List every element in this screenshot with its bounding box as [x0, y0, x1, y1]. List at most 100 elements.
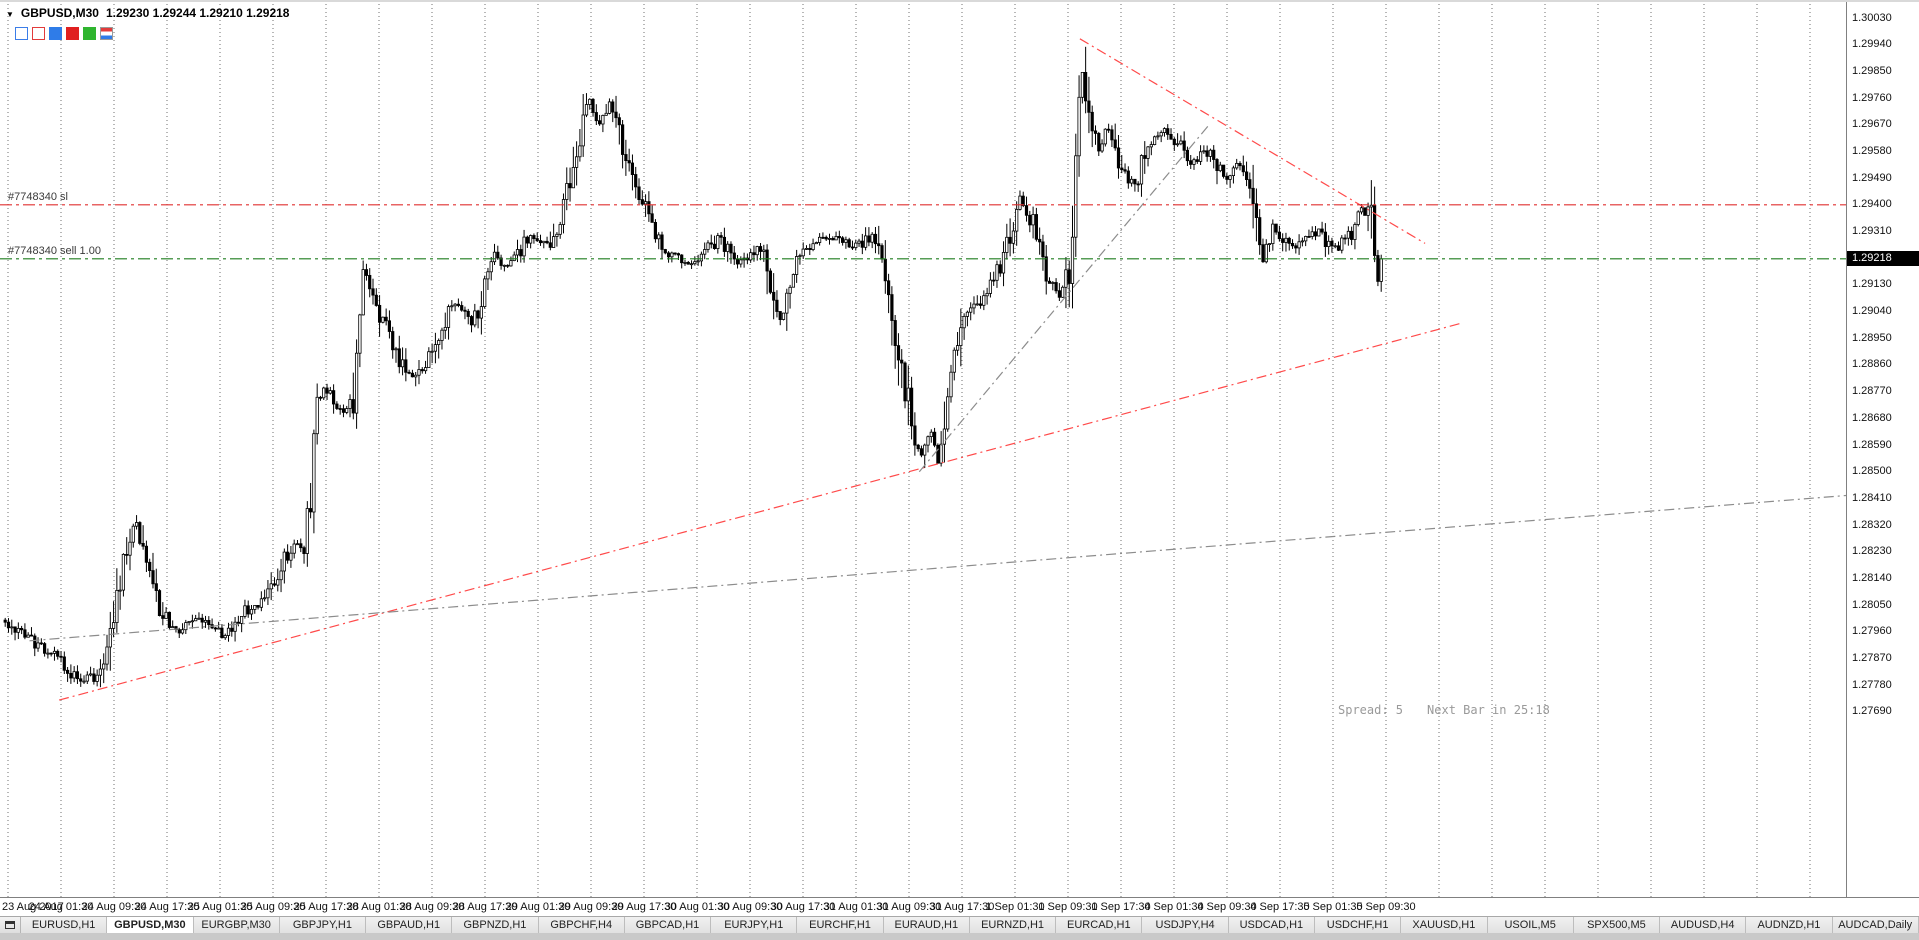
candles [3, 46, 1383, 688]
price-axis-label: 1.27960 [1852, 625, 1892, 638]
time-axis-label: 1 Sep 09:30 [1038, 901, 1098, 913]
chart-tab-euraud-h1[interactable]: EURAUD,H1 [883, 917, 970, 933]
price-axis-label: 1.28590 [1852, 438, 1892, 451]
time-axis-label: 1 Sep 01:30 [985, 901, 1045, 913]
chart-tab-usdjpy-h4[interactable]: USDJPY,H4 [1142, 917, 1229, 933]
time-axis-label: 25 Aug 09:30 [240, 901, 306, 913]
chart-tab-eurgbp-m30[interactable]: EURGBP,M30 [193, 917, 280, 933]
price-axis-label: 1.29850 [1852, 64, 1892, 77]
object-blue-icon[interactable] [49, 27, 62, 40]
candlestick-chart [0, 0, 1846, 897]
chart-tab-gbpcad-h1[interactable]: GBPCAD,H1 [624, 917, 712, 933]
time-axis-label: 28 Aug 01:30 [346, 901, 412, 913]
chart-tab-usoil-m5[interactable]: USOIL,M5 [1487, 917, 1574, 933]
order-line-label: #7748340 sell 1.00 [8, 244, 101, 257]
chart-tab-audnzd-h1[interactable]: AUDNZD,H1 [1746, 917, 1833, 933]
price-axis-label: 1.29580 [1852, 144, 1892, 157]
price-axis-label: 1.30030 [1852, 11, 1892, 24]
time-axis-label: 29 Aug 01:30 [505, 901, 571, 913]
trendline[interactable] [918, 124, 1210, 473]
object-white-red-icon[interactable] [32, 27, 45, 40]
price-axis-label: 1.28860 [1852, 358, 1892, 371]
window-bottom-edge [0, 933, 1919, 940]
chart-tab-audcad-daily[interactable]: AUDCAD,Daily [1832, 917, 1919, 933]
time-axis-label: 31 Aug 17:30 [929, 901, 995, 913]
time-axis-label: 31 Aug 09:30 [876, 901, 942, 913]
chart-tab-usdchf-h1[interactable]: USDCHF,H1 [1314, 917, 1402, 933]
current-price-badge: 1.29218 [1847, 251, 1919, 267]
chart-tab-gbpusd-m30[interactable]: GBPUSD,M30 [107, 917, 194, 933]
time-axis-label: 24 Aug 09:30 [81, 901, 147, 913]
time-axis-label: 25 Aug 01:30 [187, 901, 253, 913]
time-axis-label: 30 Aug 01:30 [664, 901, 730, 913]
time-axis-label: 24 Aug 01:30 [28, 901, 94, 913]
object-white-blue-icon[interactable] [15, 27, 28, 40]
price-axis-label: 1.28950 [1852, 331, 1892, 344]
chart-tab-usdcad-h1[interactable]: USDCAD,H1 [1228, 917, 1315, 933]
chart-symbol-label: GBPUSD,M30 [20, 6, 99, 20]
time-axis-label: 29 Aug 17:30 [611, 901, 677, 913]
price-axis-label: 1.27690 [1852, 705, 1892, 718]
time-axis-label: 30 Aug 09:30 [717, 901, 783, 913]
chart-tab-eurjpy-h1[interactable]: EURJPY,H1 [711, 917, 798, 933]
chart-tab-gbpchf-h4[interactable]: GBPCHF,H4 [538, 917, 625, 933]
price-axis-label: 1.29310 [1852, 225, 1892, 238]
price-axis-label: 1.28050 [1852, 598, 1892, 611]
next-bar-label: Next Bar in 25:18 [1427, 703, 1550, 717]
time-axis-label: 24 Aug 17:30 [134, 901, 200, 913]
window-top-edge [0, 0, 1919, 2]
chart-title: ▼ GBPUSD,M30 1.29230 1.29244 1.29210 1.2… [6, 6, 289, 20]
price-axis-label: 1.28680 [1852, 411, 1892, 424]
chart-menu-icon[interactable]: ▼ [6, 9, 14, 19]
time-axis-label: 4 Sep 09:30 [1197, 901, 1257, 913]
price-axis-label: 1.27780 [1852, 678, 1892, 691]
price-axis[interactable]: 1.30030 1.29940 1.29850 1.29760 1.29670 1.295… [1846, 0, 1919, 897]
spread-countdown: Spread: 5 Next Bar in 25:18 [1338, 703, 1550, 717]
price-axis-label: 1.29040 [1852, 305, 1892, 318]
price-axis-label: 1.27870 [1852, 652, 1892, 665]
chart-ohlc-values: 1.29230 1.29244 1.29210 1.29218 [105, 6, 290, 20]
time-axis-label: 30 Aug 17:30 [770, 901, 836, 913]
price-axis-label: 1.28230 [1852, 545, 1892, 558]
price-axis-label: 1.28770 [1852, 385, 1892, 398]
time-axis-label: 5 Sep 09:30 [1356, 901, 1416, 913]
trendline[interactable] [58, 322, 1461, 701]
price-axis-label: 1.29130 [1852, 278, 1892, 291]
chart-tab-eurcad-h1[interactable]: EURCAD,H1 [1056, 917, 1143, 933]
time-axis-label: 28 Aug 09:30 [399, 901, 465, 913]
chart-tab-gbpnzd-h1[interactable]: GBPNZD,H1 [452, 917, 539, 933]
price-axis-label: 1.28140 [1852, 572, 1892, 585]
trendline[interactable] [1079, 38, 1426, 244]
chart-tab-eurnzd-h1[interactable]: EURNZD,H1 [969, 917, 1057, 933]
chart-tab-audusd-h4[interactable]: AUDUSD,H4 [1660, 917, 1747, 933]
chart-tab-spx500-m5[interactable]: SPX500,M5 [1573, 917, 1661, 933]
charts-list-icon[interactable] [0, 917, 21, 933]
time-axis[interactable]: 23 Aug 2017 24 Aug 01:30 24 Aug 09:30 24 Au… [0, 897, 1919, 916]
window-glyph-icon [5, 921, 15, 929]
object-striped-icon[interactable] [100, 27, 113, 40]
price-axis-label: 1.29670 [1852, 118, 1892, 131]
price-axis-label: 1.29490 [1852, 171, 1892, 184]
spread-label: Spread: 5 [1338, 703, 1404, 717]
chart-tab-eurusd-h1[interactable]: EURUSD,H1 [21, 917, 108, 933]
time-axis-label: 25 Aug 17:30 [293, 901, 359, 913]
chart-tab-eurchf-h1[interactable]: EURCHF,H1 [797, 917, 884, 933]
time-axis-label: 1 Sep 17:30 [1091, 901, 1151, 913]
chart-canvas[interactable]: ▼ GBPUSD,M30 1.29230 1.29244 1.29210 1.2… [0, 0, 1846, 897]
object-red-icon[interactable] [66, 27, 79, 40]
order-line-label: #7748340 sl [8, 190, 68, 203]
time-axis-label: 4 Sep 01:30 [1144, 901, 1204, 913]
object-green-icon[interactable] [83, 27, 96, 40]
price-axis-label: 1.29760 [1852, 91, 1892, 104]
time-axis-label: 31 Aug 01:30 [823, 901, 889, 913]
price-axis-label: 1.29400 [1852, 198, 1892, 211]
trendline[interactable] [29, 494, 1847, 642]
time-axis-label: 4 Sep 17:30 [1250, 901, 1310, 913]
chart-tab-gbpaud-h1[interactable]: GBPAUD,H1 [366, 917, 453, 933]
price-axis-label: 1.29940 [1852, 38, 1892, 51]
chart-tab-bar: EURUSD,H1 GBPUSD,M30 EURGBP,M30 GBPJPY,H1 GB… [0, 916, 1919, 933]
chart-tab-xauusd-h1[interactable]: XAUUSD,H1 [1401, 917, 1488, 933]
chart-tab-gbpjpy-h1[interactable]: GBPJPY,H1 [279, 917, 367, 933]
time-axis-label: 29 Aug 09:30 [558, 901, 624, 913]
time-axis-label: 5 Sep 01:30 [1303, 901, 1363, 913]
